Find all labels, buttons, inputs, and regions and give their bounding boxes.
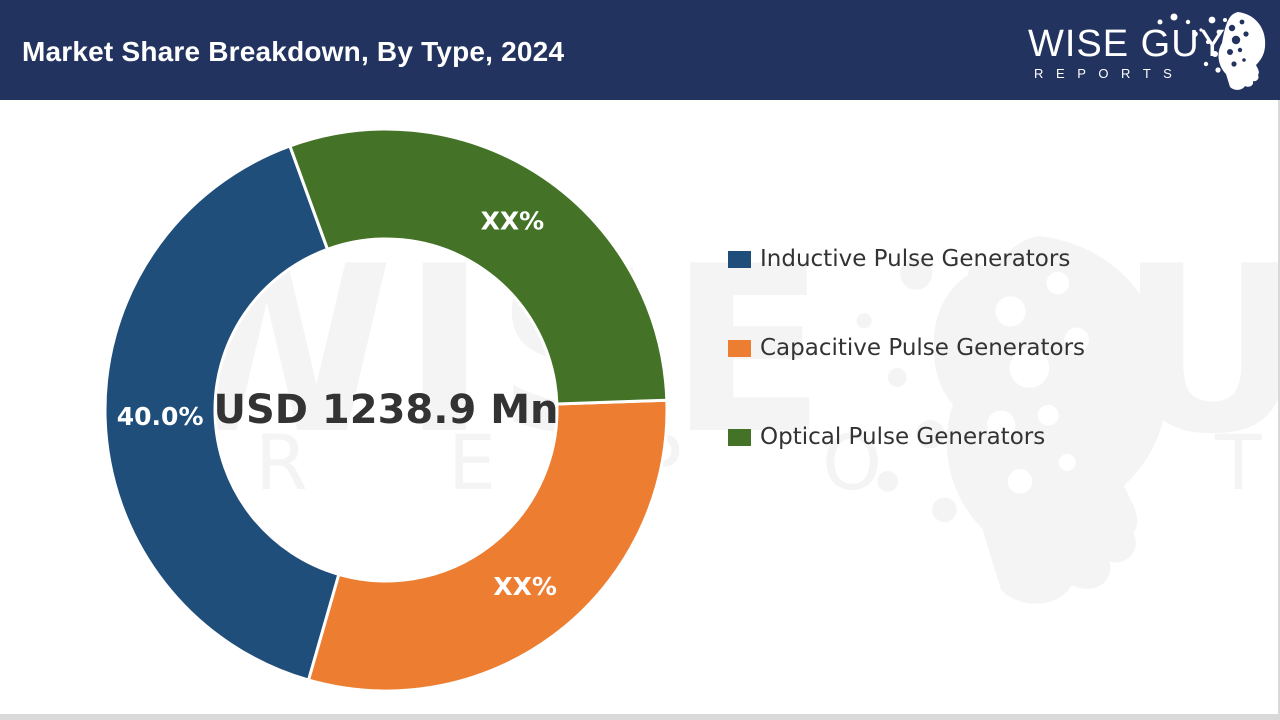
segment-value-label-1: XX% xyxy=(493,572,557,601)
legend-swatch-icon xyxy=(728,250,751,268)
legend-swatch-icon xyxy=(728,428,751,446)
segment-value-label-0: 40.0% xyxy=(117,402,204,431)
legend-label: Optical Pulse Generators xyxy=(760,424,1046,450)
legend-item-1: Capacitive Pulse Generators xyxy=(728,335,1085,361)
segment-value-label-2: XX% xyxy=(481,207,545,236)
legend-swatch-icon xyxy=(728,339,751,357)
header-bar: Market Share Breakdown, By Type, 2024 WI… xyxy=(0,0,1280,100)
page-title: Market Share Breakdown, By Type, 2024 xyxy=(22,36,565,67)
donut-segment-1 xyxy=(307,398,669,693)
logo-face-icon xyxy=(1199,12,1266,90)
donut-segment-0 xyxy=(103,144,341,682)
chart-legend: Inductive Pulse Generators Capacitive Pul… xyxy=(728,246,1085,450)
legend-label: Inductive Pulse Generators xyxy=(760,246,1071,272)
legend-item-2: Optical Pulse Generators xyxy=(728,424,1085,450)
bottom-border xyxy=(0,714,1280,720)
chart-center-value: USD 1238.9 Mn xyxy=(214,387,559,433)
donut-segment-2 xyxy=(288,127,669,406)
logo-text-line2: R E P O R T S xyxy=(1034,66,1176,81)
chart-area: WISE GUY R E P O R T S 40.0%XX%XX%USD 12… xyxy=(0,100,1280,714)
wise-guy-logo: WISE GUY R E P O R T S xyxy=(1028,12,1266,90)
donut-chart: 40.0% XX% XX% USD 1238.9 Mn xyxy=(103,127,669,693)
logo-text-line1: WISE GUY xyxy=(1028,23,1226,65)
legend-label: Capacitive Pulse Generators xyxy=(760,335,1086,361)
legend-item-0: Inductive Pulse Generators xyxy=(728,246,1085,272)
